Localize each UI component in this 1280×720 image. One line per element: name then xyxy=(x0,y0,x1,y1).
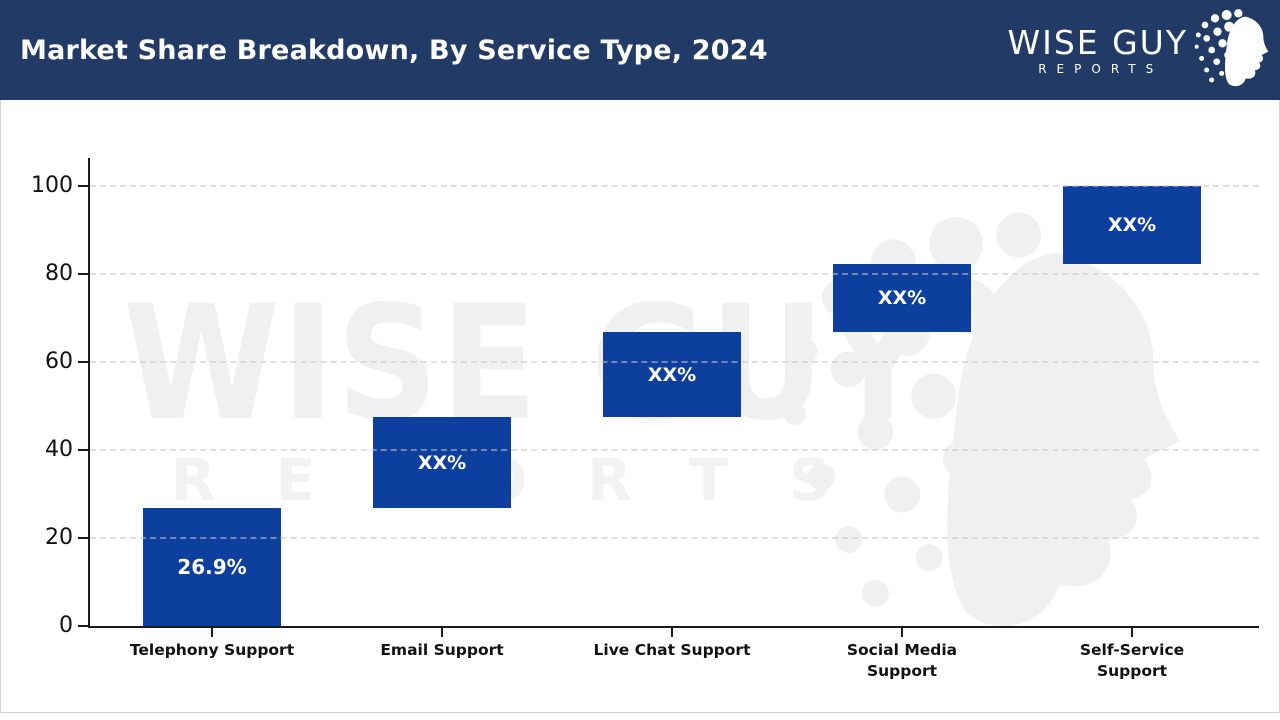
y-tick-label: 40 xyxy=(45,437,73,462)
bar: XX% xyxy=(373,417,511,508)
bar-value-label: XX% xyxy=(1107,213,1157,236)
brand-logo: WISE GUY REPORTS xyxy=(1007,0,1270,100)
x-tick-mark xyxy=(211,628,213,637)
brand-subname: REPORTS xyxy=(1038,61,1164,76)
chart-title: Market Share Breakdown, By Service Type,… xyxy=(20,34,768,66)
y-tick-label: 0 xyxy=(59,613,73,638)
head-profile-dots-icon xyxy=(1194,9,1269,87)
bar-value-label: XX% xyxy=(877,286,927,309)
y-tick-mark xyxy=(78,537,88,539)
bar: XX% xyxy=(603,332,741,418)
y-tick-mark xyxy=(78,449,88,451)
chart-area: WISE GUY REPORTS 0 20 40 60 80 100 26.9% Teleph… xyxy=(0,100,1280,713)
bar: XX% xyxy=(1063,186,1201,264)
bar-value-label: XX% xyxy=(647,363,697,386)
x-axis-line xyxy=(88,626,1259,628)
gridline xyxy=(90,361,1259,363)
y-tick-mark xyxy=(78,625,88,627)
watermark-text-primary: WISE GUY xyxy=(123,272,932,456)
x-category-label: Telephony Support xyxy=(129,641,295,659)
x-tick-mark xyxy=(1131,628,1133,637)
brand-logo-text: WISE GUY REPORTS xyxy=(1007,22,1188,76)
y-tick-mark xyxy=(78,185,88,187)
x-tick-mark xyxy=(901,628,903,637)
bar: XX% xyxy=(833,263,971,333)
x-category-label: Live Chat Support xyxy=(593,641,751,659)
y-tick-label: 20 xyxy=(45,525,73,550)
watermark-head-profile-dots-icon xyxy=(783,212,1181,627)
x-tick-mark xyxy=(441,628,443,637)
x-category-label: Self-Service Support xyxy=(1079,641,1185,680)
gridline xyxy=(90,537,1259,539)
x-tick-mark xyxy=(671,628,673,637)
gridline xyxy=(90,273,1259,275)
bar-value-label: XX% xyxy=(417,451,467,474)
x-category-label: Social Media Support xyxy=(846,641,958,680)
y-tick-label: 80 xyxy=(45,261,73,286)
x-category-label: Email Support xyxy=(380,641,504,659)
bar: 26.9% xyxy=(143,507,281,626)
brand-name: WISE GUY xyxy=(1007,22,1188,62)
y-tick-mark xyxy=(78,273,88,275)
gridline xyxy=(90,449,1259,451)
gridline xyxy=(90,185,1259,187)
header-bar: Market Share Breakdown, By Service Type,… xyxy=(0,0,1280,100)
y-tick-label: 100 xyxy=(31,173,73,198)
y-axis-line xyxy=(88,158,90,628)
y-tick-mark xyxy=(78,361,88,363)
bar-value-label: 26.9% xyxy=(177,554,247,579)
y-tick-label: 60 xyxy=(45,349,73,374)
